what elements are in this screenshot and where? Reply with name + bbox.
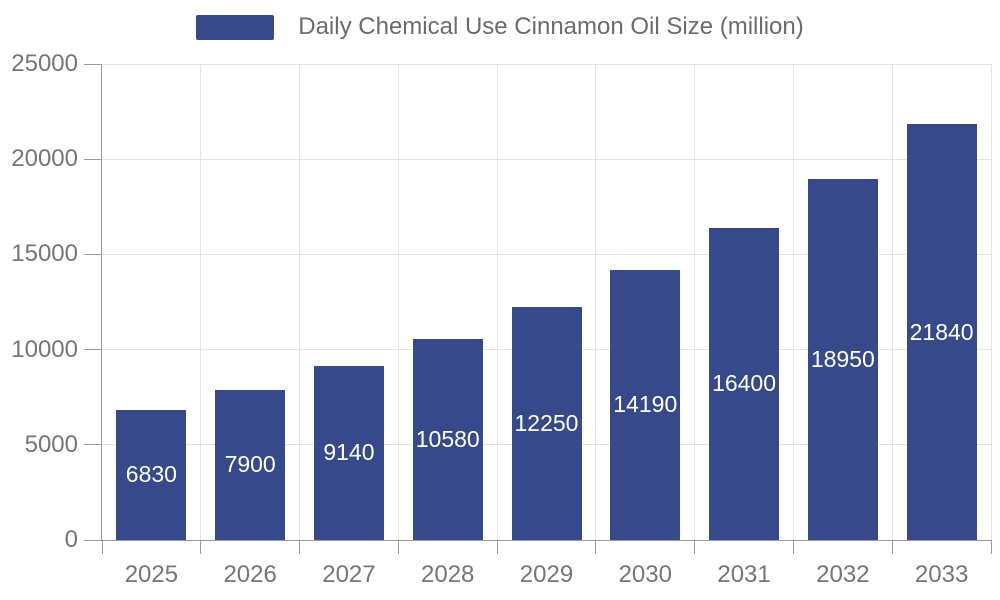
x-axis-line bbox=[101, 540, 991, 541]
bar-value-label: 9140 bbox=[323, 439, 375, 466]
legend-swatch bbox=[196, 14, 275, 40]
x-gridline bbox=[200, 64, 202, 540]
y-axis-tick bbox=[84, 158, 102, 160]
x-gridline bbox=[496, 64, 498, 540]
x-axis-label: 2032 bbox=[816, 561, 870, 588]
x-gridline bbox=[891, 64, 893, 540]
x-axis-label: 2026 bbox=[223, 561, 277, 588]
x-axis-tick bbox=[990, 540, 992, 554]
x-axis-tick bbox=[397, 540, 399, 554]
x-axis-label: 2030 bbox=[618, 561, 672, 588]
y-axis-tick bbox=[84, 349, 102, 351]
x-axis-tick bbox=[200, 540, 202, 554]
y-axis-line bbox=[101, 64, 102, 541]
bar-2029[interactable]: 12250 bbox=[511, 306, 582, 540]
x-axis-tick bbox=[891, 540, 893, 554]
legend[interactable]: Daily Chemical Use Cinnamon Oil Size (mi… bbox=[0, 13, 1000, 40]
bar-2033[interactable]: 21840 bbox=[906, 124, 977, 540]
y-axis-label: 25000 bbox=[11, 50, 78, 77]
y-axis-tick bbox=[84, 63, 102, 65]
bar-value-label: 16400 bbox=[712, 370, 777, 397]
x-gridline bbox=[694, 64, 696, 540]
x-gridline bbox=[792, 64, 794, 540]
x-gridline bbox=[990, 64, 992, 540]
y-axis-label: 20000 bbox=[11, 145, 78, 173]
bar-value-label: 21840 bbox=[909, 318, 974, 345]
x-axis-tick bbox=[595, 540, 597, 554]
bar-value-label: 7900 bbox=[224, 451, 276, 478]
y-gridline bbox=[102, 63, 991, 65]
x-axis-tick bbox=[496, 540, 498, 554]
bar-2027[interactable]: 9140 bbox=[313, 365, 384, 540]
y-axis-label: 0 bbox=[64, 526, 78, 553]
bar-2031[interactable]: 16400 bbox=[709, 227, 780, 540]
bar-value-label: 12250 bbox=[514, 409, 579, 436]
x-axis-tick bbox=[101, 540, 103, 554]
y-axis-label: 15000 bbox=[11, 240, 78, 268]
bar-value-label: 14190 bbox=[613, 391, 678, 418]
bar-2028[interactable]: 10580 bbox=[412, 338, 483, 540]
x-gridline bbox=[299, 64, 301, 540]
x-axis-label: 2029 bbox=[519, 561, 574, 588]
x-axis-tick bbox=[299, 540, 301, 554]
x-axis-tick bbox=[694, 540, 696, 554]
bar-2032[interactable]: 18950 bbox=[807, 179, 878, 540]
x-axis-label: 2025 bbox=[124, 561, 179, 588]
y-gridline bbox=[102, 253, 991, 255]
x-axis-label: 2027 bbox=[322, 561, 376, 588]
bar-value-label: 6830 bbox=[125, 461, 177, 488]
x-axis-label: 2028 bbox=[421, 561, 475, 588]
bar-value-label: 18950 bbox=[810, 346, 875, 373]
y-axis-tick bbox=[84, 539, 102, 541]
x-axis-label: 2033 bbox=[914, 561, 969, 588]
y-axis-tick bbox=[84, 444, 102, 446]
bar-value-label: 10580 bbox=[415, 425, 480, 452]
x-axis-tick bbox=[792, 540, 794, 554]
y-axis-label: 5000 bbox=[24, 430, 78, 458]
y-gridline bbox=[102, 158, 991, 160]
legend-label: Daily Chemical Use Cinnamon Oil Size (mi… bbox=[298, 13, 804, 40]
x-axis-label: 2031 bbox=[717, 561, 771, 588]
y-axis-tick bbox=[84, 253, 102, 255]
x-gridline bbox=[595, 64, 597, 540]
x-gridline bbox=[397, 64, 399, 540]
y-axis-label: 10000 bbox=[11, 335, 78, 363]
bar-2030[interactable]: 14190 bbox=[610, 269, 681, 540]
bar-2025[interactable]: 6830 bbox=[116, 409, 187, 540]
bar-2026[interactable]: 7900 bbox=[215, 389, 286, 540]
